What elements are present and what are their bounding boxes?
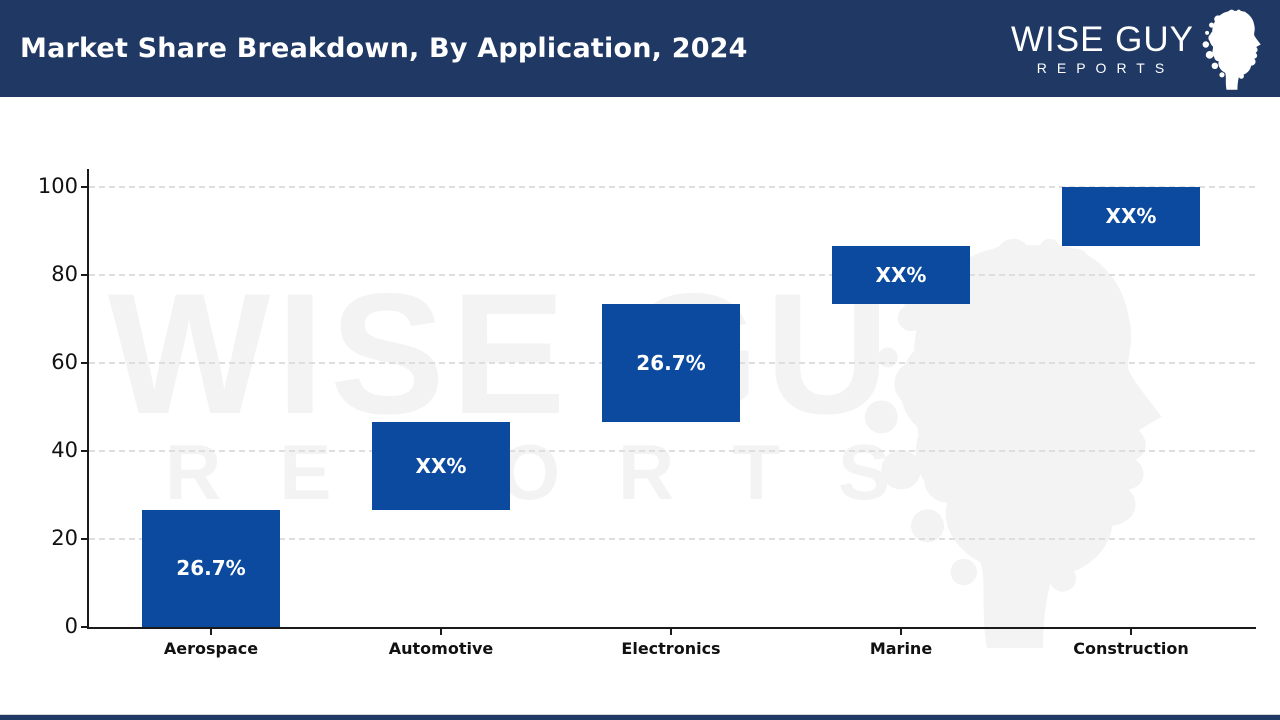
bar-value-label: XX% (875, 262, 927, 287)
y-tick-mark (81, 186, 87, 188)
logo-wordmark: WISE GUY (1010, 19, 1194, 59)
y-tick-label: 0 (64, 614, 78, 638)
bar-value-label: XX% (1105, 204, 1157, 229)
y-tick-mark (81, 626, 87, 628)
y-tick-mark (81, 450, 87, 452)
x-tick-mark (210, 629, 212, 635)
bar-electronics: 26.7% (602, 304, 740, 422)
logo-text: WISE GUY REPORTS (1011, 22, 1194, 76)
bar-aerospace: 26.7% (142, 509, 280, 627)
footer-bar (0, 714, 1280, 720)
gridline-y-100 (89, 186, 1255, 188)
x-category-label-electronics: Electronics (621, 639, 721, 658)
y-tick-mark (81, 362, 87, 364)
x-axis-line (87, 627, 1256, 629)
bar-value-label: 26.7% (176, 556, 246, 581)
y-tick-label: 40 (51, 438, 78, 462)
bar-value-label: 26.7% (636, 350, 706, 375)
page-title: Market Share Breakdown, By Application, … (20, 33, 748, 64)
y-tick-label: 100 (37, 174, 78, 198)
y-tick-label: 60 (51, 350, 78, 374)
x-tick-mark (1130, 629, 1132, 635)
x-category-label-construction: Construction (1073, 639, 1189, 658)
y-tick-mark (81, 274, 87, 276)
y-tick-label: 20 (51, 526, 78, 550)
chart-area: WISE GUY REPORTS 0 20 40 60 80 100 26.7% Aerosp… (0, 97, 1280, 714)
gridline-y-20 (89, 538, 1255, 540)
x-tick-mark (440, 629, 442, 635)
logo-subtext: REPORTS (1036, 59, 1175, 76)
logo-head-profile-icon (1202, 9, 1261, 90)
gridline-y-80 (89, 274, 1255, 276)
bar-value-label: XX% (415, 453, 467, 478)
gridline-y-40 (89, 450, 1255, 452)
watermark-subtext: REPORTS (165, 428, 949, 516)
y-tick-label: 80 (51, 262, 78, 286)
bar-construction: XX% (1062, 187, 1200, 246)
x-tick-mark (900, 629, 902, 635)
y-tick-mark (81, 538, 87, 540)
x-category-label-aerospace: Aerospace (163, 639, 259, 658)
x-category-label-marine: Marine (869, 639, 933, 658)
header-bar: Market Share Breakdown, By Application, … (0, 0, 1280, 97)
x-category-label-automotive: Automotive (388, 639, 494, 658)
bar-marine: XX% (832, 245, 970, 305)
x-tick-mark (670, 629, 672, 635)
y-axis-line (87, 169, 89, 629)
bar-automotive: XX% (372, 421, 510, 510)
wise-guy-logo: WISE GUY REPORTS (1011, 7, 1266, 91)
